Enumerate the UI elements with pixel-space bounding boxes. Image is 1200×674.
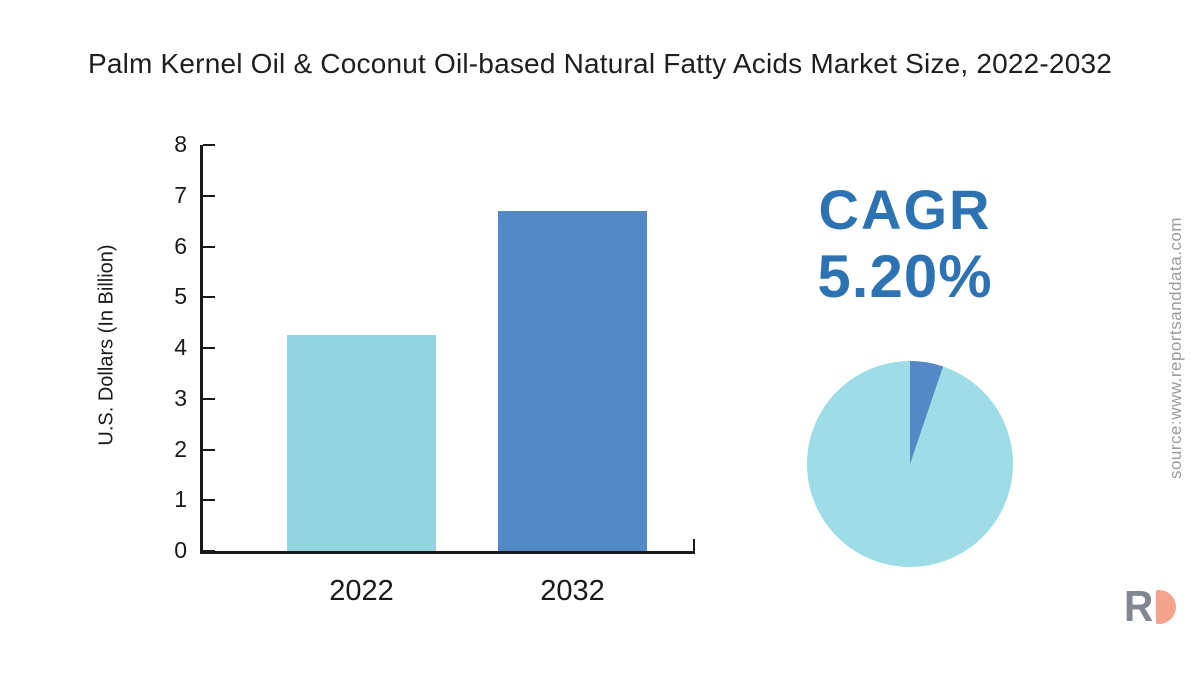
y-tick-label: 8 bbox=[174, 131, 187, 158]
bar-2022 bbox=[287, 335, 436, 551]
pie-chart-svg bbox=[807, 361, 1013, 567]
pie-slice bbox=[910, 361, 944, 464]
y-tick-label: 2 bbox=[174, 435, 187, 462]
y-axis-title: U.S. Dollars (In Billion) bbox=[95, 244, 118, 446]
y-tick-mark bbox=[203, 550, 215, 552]
x-axis-end-tick bbox=[693, 539, 695, 551]
logo-d-icon bbox=[1155, 590, 1176, 624]
source-watermark: source:www.reportsanddata.com bbox=[1166, 216, 1185, 480]
y-tick-label: 5 bbox=[174, 283, 187, 310]
y-tick-mark bbox=[203, 397, 215, 400]
chart-title: Palm Kernel Oil & Coconut Oil-based Natu… bbox=[87, 48, 1113, 79]
y-tick-label: 0 bbox=[174, 537, 187, 564]
y-tick-label: 4 bbox=[174, 334, 187, 361]
x-tick-label: 2022 bbox=[329, 575, 394, 607]
pie-chart bbox=[804, 358, 1016, 570]
bar-2032 bbox=[498, 211, 647, 551]
cagr-block: CAGR 5.20% bbox=[817, 178, 992, 311]
cagr-value: 5.20% bbox=[817, 243, 993, 311]
logo-letter-r: R bbox=[1124, 582, 1154, 631]
y-tick-label: 7 bbox=[174, 181, 187, 208]
y-tick-mark bbox=[203, 245, 215, 248]
y-tick-mark bbox=[203, 194, 215, 197]
y-tick-mark bbox=[203, 144, 215, 146]
x-tick-label: 2032 bbox=[540, 575, 605, 607]
bar-chart-plot-area: 0 1 2 3 4 5 6 7 8 2022 2032 bbox=[174, 133, 695, 606]
y-tick-mark bbox=[203, 347, 215, 349]
y-tick-mark bbox=[203, 448, 215, 451]
cagr-label: CAGR bbox=[818, 178, 992, 241]
y-tick-label: 6 bbox=[174, 232, 187, 259]
y-tick-label: 1 bbox=[174, 486, 187, 513]
reports-and-data-logo: R bbox=[1124, 582, 1176, 631]
y-tick-mark bbox=[203, 499, 215, 502]
y-tick-mark bbox=[203, 296, 215, 299]
y-tick-label: 3 bbox=[174, 384, 187, 411]
